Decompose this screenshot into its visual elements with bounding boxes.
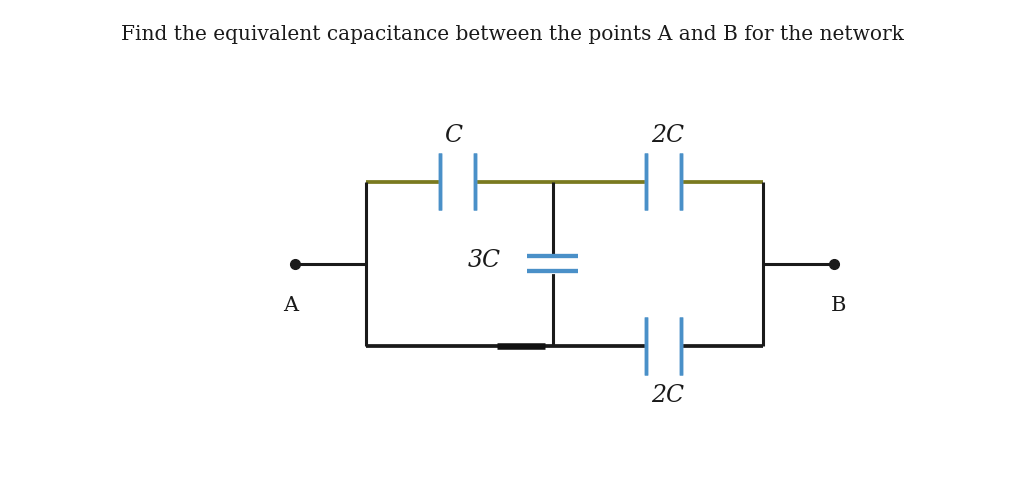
Text: B: B bbox=[830, 296, 846, 315]
Text: 3C: 3C bbox=[468, 248, 501, 271]
Text: 2C: 2C bbox=[651, 124, 684, 147]
Text: C: C bbox=[444, 124, 463, 147]
Text: A: A bbox=[283, 296, 298, 315]
Text: 2C: 2C bbox=[651, 384, 684, 407]
Text: Find the equivalent capacitance between the points A and B for the network: Find the equivalent capacitance between … bbox=[121, 25, 903, 44]
